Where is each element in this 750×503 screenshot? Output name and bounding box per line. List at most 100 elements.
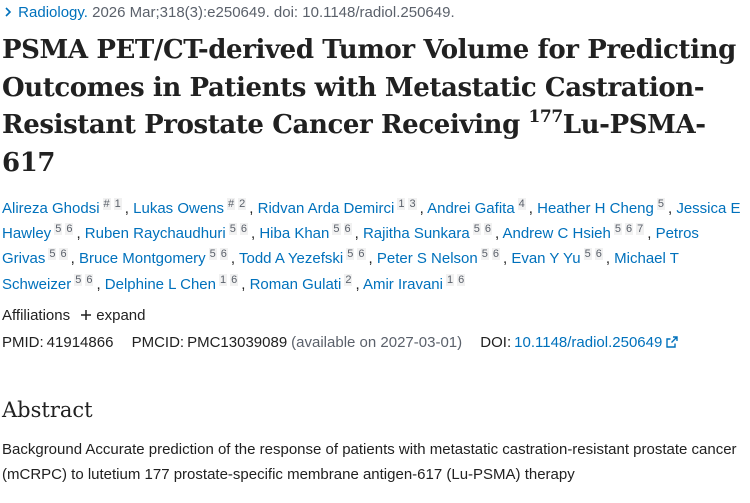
author-link[interactable]: Petros Grivas <box>2 225 699 268</box>
affiliation-ref: 7 <box>636 223 645 236</box>
author-separator: , <box>124 200 129 217</box>
author-separator: , <box>419 200 424 217</box>
author-separator: , <box>241 275 246 293</box>
author-separator: , <box>494 225 500 243</box>
author-link[interactable]: Bruce Montgomery <box>78 250 206 268</box>
affiliation-ref: 3 <box>408 198 417 210</box>
author-link[interactable]: Jessica E Hawley <box>2 200 741 243</box>
author-link[interactable]: Ruben Raychaudhuri <box>84 225 226 243</box>
author-separator: , <box>76 225 81 243</box>
author-link[interactable]: Ridvan Arda Demirci <box>257 200 395 217</box>
pmid: 41914866 <box>46 333 114 351</box>
citation: 2026 Mar;318(3):e250649. doi: 10.1148/ra… <box>92 4 455 21</box>
author-link[interactable]: Hiba Khan <box>259 225 330 243</box>
author-affiliations: 4 <box>517 198 529 210</box>
affiliations: Affiliations expand <box>2 304 747 328</box>
author-affiliations: 5 <box>656 198 668 210</box>
author: Peter S Nelson 5 6, <box>376 248 508 268</box>
journal-link[interactable]: Radiology. <box>18 4 88 21</box>
affiliation-ref: 5 <box>54 223 63 236</box>
author-link[interactable]: Rajitha Sunkara <box>362 225 470 243</box>
author-list: Alireza Ghodsi #1, Lukas Owens #2, Ridvan … <box>2 196 747 297</box>
author-link[interactable]: Andrei Gafita <box>427 200 515 217</box>
author: Roman Gulati 2, <box>249 273 360 293</box>
author-link[interactable]: Andrew C Hsieh <box>502 225 611 243</box>
author-link[interactable]: Evan Y Yu <box>511 250 581 268</box>
author-link[interactable]: Peter S Nelson <box>376 250 478 268</box>
author: Todd A Yezefski 5 6, <box>238 248 373 268</box>
title-superscript: 177 <box>528 107 564 127</box>
author-link[interactable]: Lukas Owens <box>133 200 225 217</box>
affiliation-ref: 1 <box>445 273 455 286</box>
expand-label: expand <box>96 306 146 324</box>
author: Heather H Cheng 5, <box>537 198 673 217</box>
affiliations-label: Affiliations <box>2 306 71 324</box>
author-separator: , <box>96 275 101 293</box>
author-separator: , <box>354 225 359 243</box>
doi-label: DOI: <box>480 333 512 351</box>
author-affiliations: 2 <box>344 273 355 286</box>
author: Petros Grivas 5 6, <box>2 225 699 267</box>
author: Delphine L Chen 1 6, <box>104 273 246 293</box>
author-link[interactable]: Roman Gulati <box>249 275 342 293</box>
abstract-text: Background Accurate prediction of the re… <box>2 440 737 483</box>
page-body: Radiology. 2026 Mar;318(3):e250649. doi:… <box>0 3 750 503</box>
affiliation-ref: 5 <box>480 248 489 261</box>
affiliation-ref: 6 <box>230 273 239 286</box>
identifiers: PMID: 41914866 PMCID: PMC13039089 (availabl… <box>2 331 747 355</box>
affiliation-ref: 5 <box>228 223 237 236</box>
author-affiliations: #1 <box>102 198 125 210</box>
affiliation-ref: 6 <box>343 223 352 236</box>
pmid-label: PMID: <box>2 333 44 351</box>
affiliation-ref: 6 <box>239 223 248 236</box>
pmc-note: (available on 2027-03-01) <box>291 333 463 351</box>
affiliation-ref: 5 <box>656 198 665 210</box>
author: Ruben Raychaudhuri 5 6, <box>84 223 256 243</box>
author: Ridvan Arda Demirci 1 3, <box>257 198 424 217</box>
affiliation-ref: # <box>227 198 236 210</box>
author-link[interactable]: Heather H Cheng <box>537 200 654 217</box>
abstract-heading: Abstract <box>2 397 93 422</box>
author-link[interactable]: Todd A Yezefski <box>238 250 344 268</box>
affiliation-ref: 5 <box>583 248 592 261</box>
author-link[interactable]: Amir Iravani <box>362 275 443 293</box>
author: Alireza Ghodsi #1, <box>2 198 129 217</box>
author: Andrew C Hsieh 5 6 7, <box>502 223 651 243</box>
author-link[interactable]: Delphine L Chen <box>104 275 216 293</box>
author-separator: , <box>667 200 673 217</box>
expand-toggle[interactable]: expand <box>80 307 145 324</box>
author-separator: , <box>230 250 236 268</box>
author-separator: , <box>249 200 254 217</box>
affiliation-ref: 5 <box>332 223 341 236</box>
article: Radiology. 2026 Mar;318(3):e250649. doi:… <box>0 3 747 487</box>
affiliation-ref: 1 <box>113 198 122 210</box>
affiliation-ref: 5 <box>472 223 481 236</box>
affiliation-ref: 6 <box>457 273 466 286</box>
affiliation-ref: 6 <box>357 248 366 261</box>
doi: 10.1148/radiol.250649 <box>514 333 663 351</box>
affiliation-ref: 1 <box>397 198 406 210</box>
author-link[interactable]: Alireza Ghodsi <box>2 200 100 217</box>
title-end: Lu-PSMA-617 <box>2 110 706 178</box>
affiliation-ref: # <box>102 198 111 210</box>
author: Lukas Owens #2, <box>133 198 254 217</box>
author-separator: , <box>502 250 508 268</box>
title-main: PSMA PET/CT-derived Tumor Volume for Pre… <box>2 35 736 140</box>
author-link[interactable]: Michael T Schweizer <box>2 250 679 293</box>
author-separator: , <box>70 250 75 268</box>
author-separator: , <box>250 225 256 243</box>
author: Amir Iravani 1 6 <box>362 273 468 293</box>
doi-link[interactable]: 10.1148/radiol.250649 <box>514 333 679 351</box>
